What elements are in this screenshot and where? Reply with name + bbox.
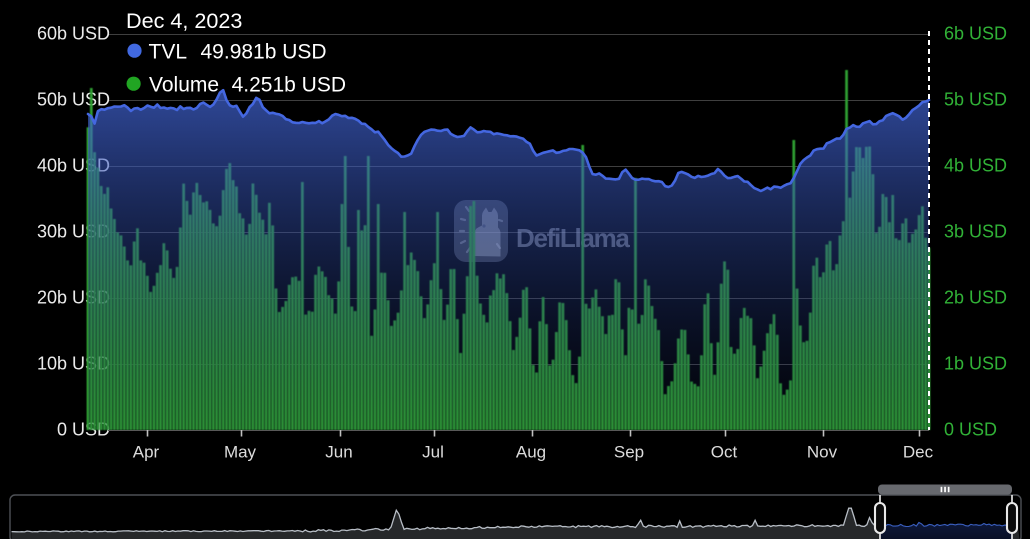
svg-text:Volume: Volume [149, 74, 219, 97]
svg-text:5b USD: 5b USD [944, 90, 1007, 110]
svg-text:0 USD: 0 USD [944, 420, 997, 440]
svg-text:May: May [224, 443, 257, 462]
svg-text:Jun: Jun [325, 443, 352, 462]
svg-text:Apr: Apr [133, 443, 160, 462]
svg-text:6b USD: 6b USD [944, 24, 1007, 44]
svg-text:Jul: Jul [422, 443, 444, 462]
svg-text:50b USD: 50b USD [37, 90, 110, 110]
svg-text:3b USD: 3b USD [944, 222, 1007, 242]
svg-text:4.251b USD: 4.251b USD [232, 74, 346, 97]
svg-text:4b USD: 4b USD [944, 156, 1007, 176]
svg-text:2b USD: 2b USD [944, 288, 1007, 308]
svg-text:Sep: Sep [614, 443, 644, 462]
svg-text:Aug: Aug [516, 443, 546, 462]
svg-text:Dec: Dec [903, 443, 934, 462]
svg-text:1b USD: 1b USD [944, 354, 1007, 374]
svg-text:49.981b USD: 49.981b USD [201, 40, 327, 63]
svg-text:Nov: Nov [807, 443, 838, 462]
svg-text:60b USD: 60b USD [37, 24, 110, 44]
svg-text:Dec 4, 2023: Dec 4, 2023 [126, 8, 242, 33]
svg-text:TVL: TVL [149, 40, 188, 63]
svg-text:Oct: Oct [711, 443, 738, 462]
